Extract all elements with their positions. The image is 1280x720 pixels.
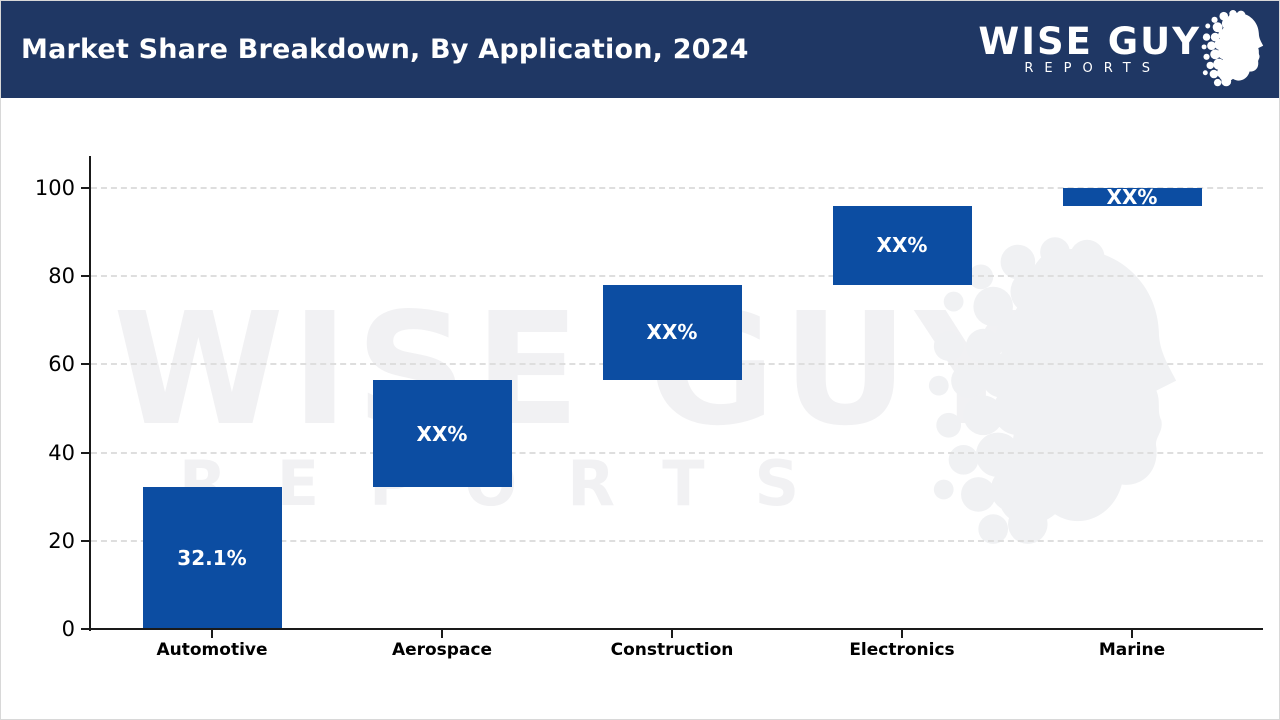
x-tick-label: Electronics	[849, 640, 955, 660]
x-axis-line	[85, 628, 1263, 630]
x-tick-mark	[211, 630, 213, 638]
wiseguy-face-logo-icon	[1201, 9, 1264, 86]
y-tick-mark	[81, 539, 89, 542]
y-tick-mark	[81, 451, 89, 454]
y-tick-label: 0	[61, 617, 75, 641]
x-tick-mark	[901, 630, 903, 638]
bar: XX%	[832, 205, 972, 285]
y-tick-mark	[81, 275, 89, 278]
x-tick-mark	[441, 630, 443, 638]
y-tick-label: 40	[48, 440, 75, 465]
page-title: Market Share Breakdown, By Application, …	[21, 34, 749, 65]
x-tick-label: Automotive	[156, 640, 268, 660]
wiseguy-logo-text: WISE GUY REPORTS	[978, 19, 1201, 76]
grid-line	[91, 539, 1263, 542]
grid-line	[91, 187, 1263, 189]
wiseguy-logo-subtitle: REPORTS	[1024, 60, 1161, 76]
bar-value-label: XX%	[646, 320, 698, 345]
x-tick-label: Construction	[610, 640, 734, 660]
header-bar: Market Share Breakdown, By Application, …	[1, 1, 1279, 98]
bar: XX%	[1062, 184, 1202, 209]
y-tick-label: 100	[34, 176, 75, 200]
y-tick-label: 60	[48, 352, 75, 377]
bar: 32.1%	[142, 487, 282, 629]
grid-line	[91, 275, 1263, 278]
y-tick-mark	[81, 628, 89, 630]
y-axis-line	[89, 156, 91, 631]
bar-value-label: XX%	[416, 421, 468, 446]
y-tick-label: 80	[48, 264, 75, 289]
wiseguy-logo: WISE GUY REPORTS	[978, 9, 1267, 90]
plot-area: 32.1% XX% XX% XX% XX%	[91, 156, 1263, 629]
x-tick-mark	[1131, 630, 1133, 638]
bar-value-label: 32.1%	[177, 546, 247, 571]
bar: XX%	[602, 285, 742, 380]
y-tick-mark	[81, 363, 89, 366]
x-tick-label: Aerospace	[391, 640, 493, 660]
x-tick-mark	[671, 630, 673, 638]
bar-value-label: XX%	[1106, 184, 1158, 209]
watermark-face-icon	[928, 237, 1177, 544]
y-tick-label: 20	[48, 528, 75, 553]
bar-value-label: XX%	[876, 233, 928, 258]
wiseguy-logo-wordmark: WISE GUY	[978, 19, 1201, 63]
y-tick-mark	[81, 187, 89, 189]
grid-line	[91, 451, 1263, 454]
x-tick-label: Marine	[1098, 640, 1166, 660]
watermark-wordmark: WISE GUY	[113, 279, 1035, 460]
bar: XX%	[372, 379, 512, 488]
